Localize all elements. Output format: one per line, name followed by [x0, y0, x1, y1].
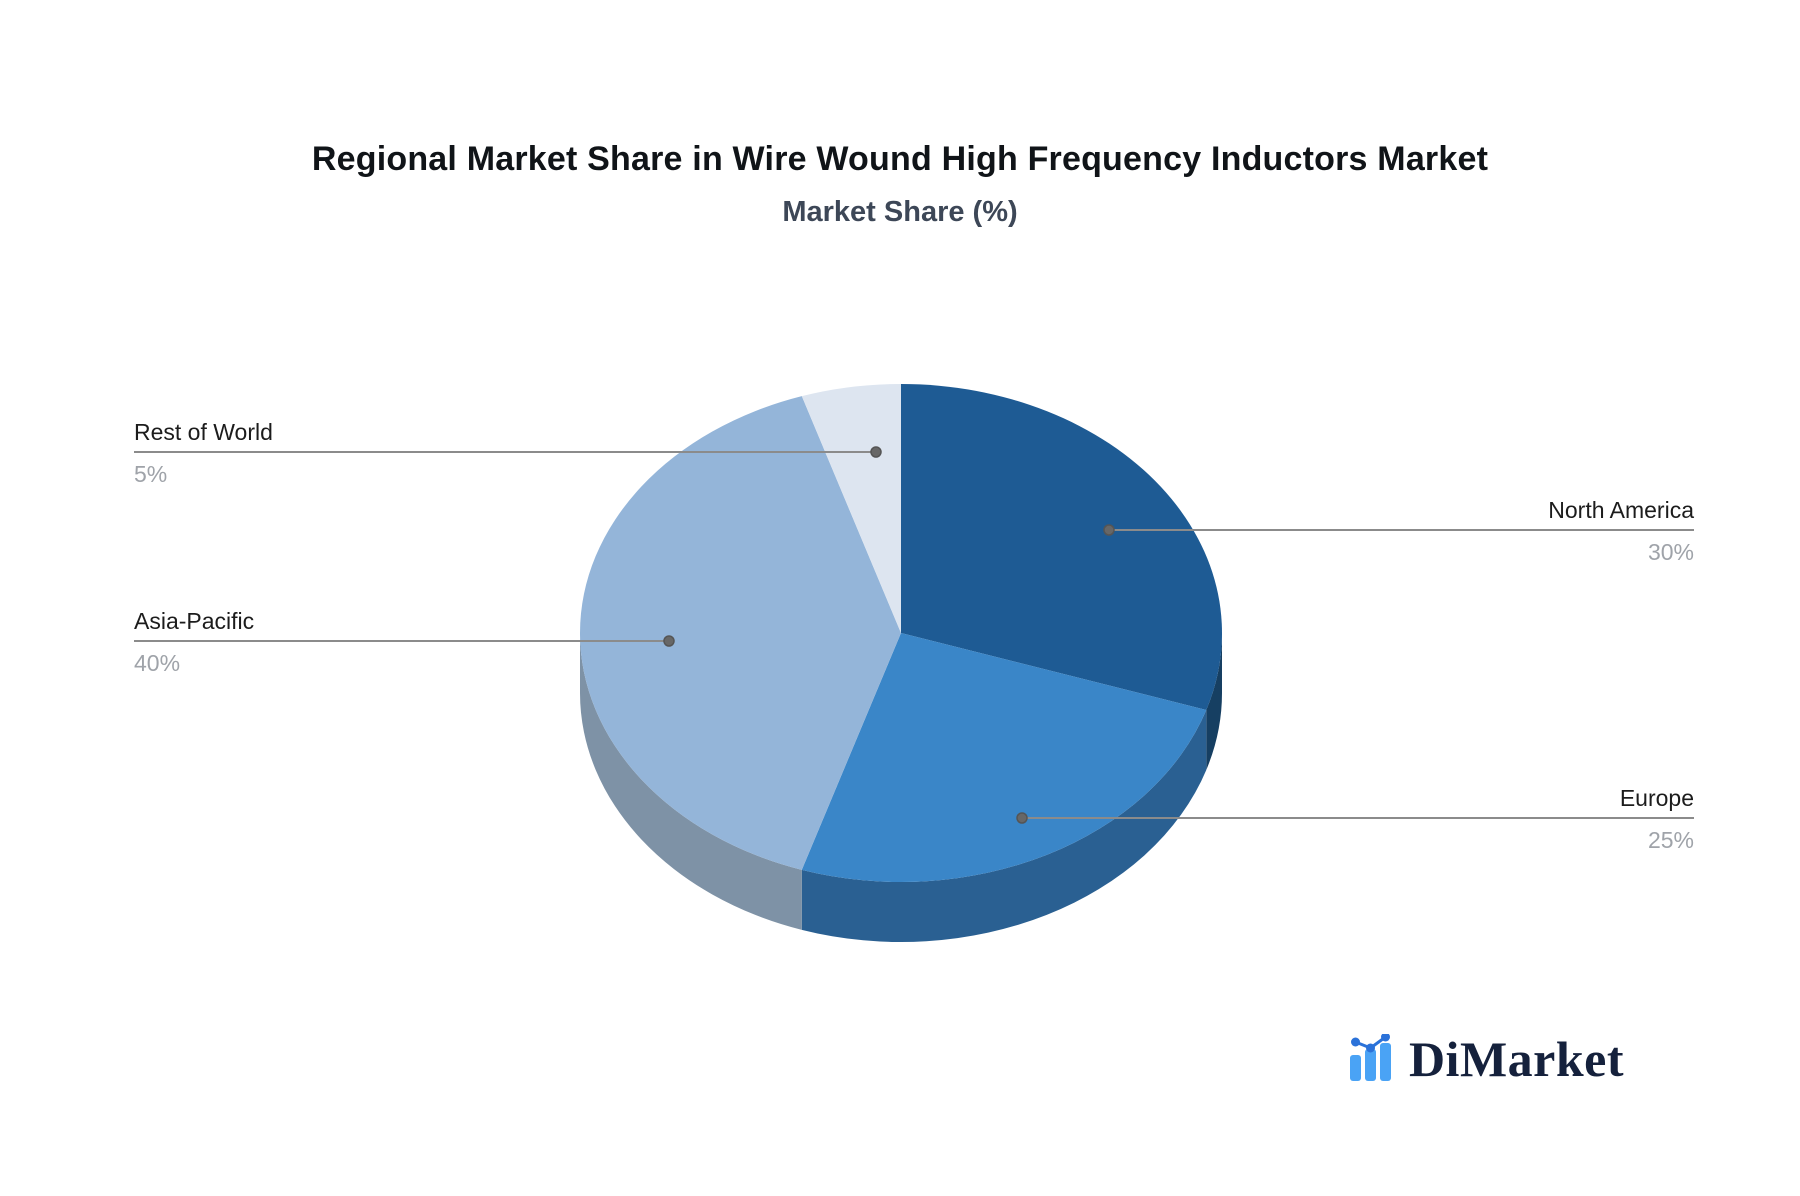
logo-wordmark: DiMarket	[1408, 1031, 1624, 1087]
leader-dot	[1016, 812, 1028, 824]
slice-label: Europe	[1619, 784, 1694, 811]
leader-dot	[870, 446, 882, 458]
chart-subtitle: Market Share (%)	[782, 196, 1018, 228]
slice-label: Rest of World	[134, 418, 273, 445]
slice-value: 25%	[1647, 827, 1694, 853]
dimarket-logo: DiMarket	[1349, 1031, 1624, 1087]
leader-dot	[663, 635, 675, 647]
pie-slice-asia-pacific[interactable]	[580, 396, 901, 870]
bar-chart-trend-icon	[1349, 1034, 1391, 1081]
pie-slice-europe[interactable]	[801, 633, 1207, 882]
slice-value: 30%	[1647, 539, 1694, 565]
pie-slice-north-america[interactable]	[901, 384, 1222, 710]
chart-title: Regional Market Share in Wire Wound High…	[311, 140, 1489, 178]
slice-label: Asia-Pacific	[134, 607, 255, 634]
slice-value: 5%	[134, 461, 168, 487]
slice-label: North America	[1548, 496, 1694, 523]
pie-slice-rest-of-world[interactable]	[801, 384, 901, 633]
pie-slice-side	[580, 633, 802, 930]
pie-slice-side	[801, 709, 1207, 942]
leader-dot	[1103, 524, 1115, 536]
pie-slice-side	[1206, 633, 1222, 770]
slice-value: 40%	[134, 650, 181, 676]
